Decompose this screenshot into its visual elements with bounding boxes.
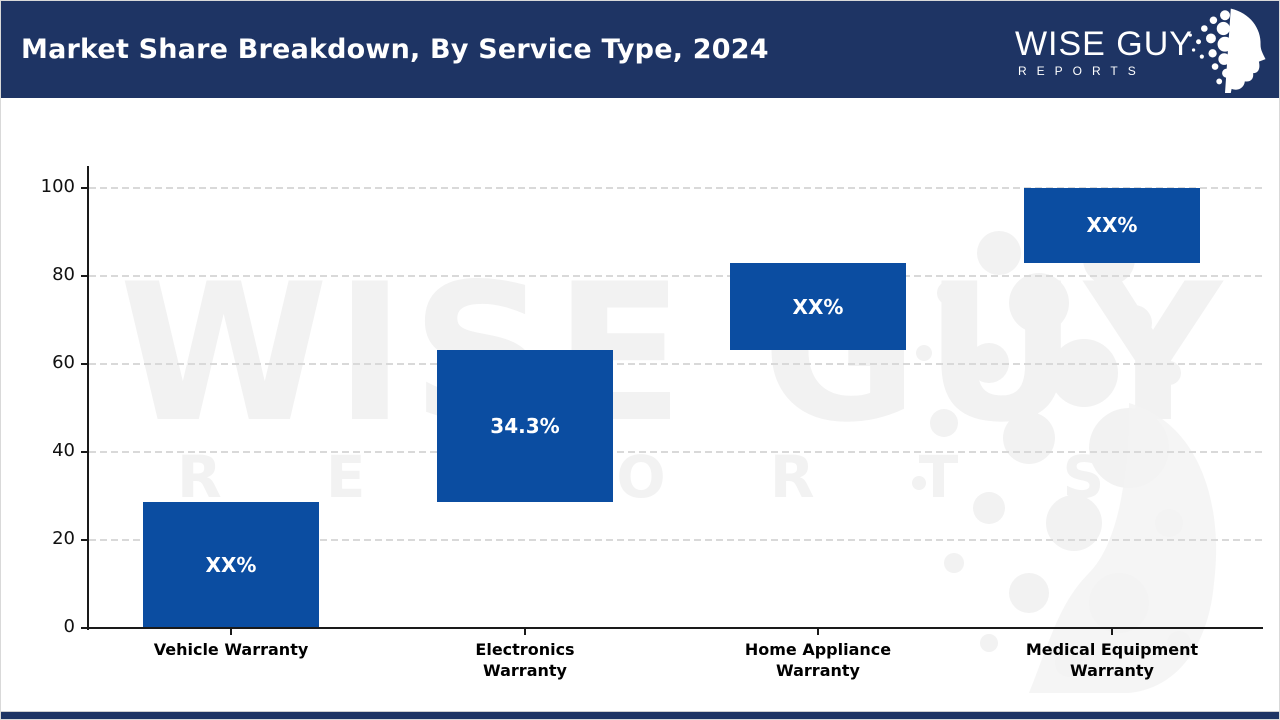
wiseguy-logo: WISE GUY REPORTS — [1014, 8, 1267, 93]
bar-value-label: XX% — [205, 552, 257, 577]
x-axis-line — [87, 627, 1263, 629]
logo-subtext: REPORTS — [1017, 64, 1146, 79]
header-bar: Market Share Breakdown, By Service Type,… — [1, 1, 1279, 98]
y-tick-label: 60 — [52, 351, 75, 373]
x-tick-mark — [524, 628, 526, 635]
y-tick-mark — [81, 627, 88, 629]
y-tick-mark — [81, 274, 88, 277]
wiseguy-head-icon — [1188, 8, 1266, 93]
y-axis-line — [87, 166, 89, 630]
gridline-100 — [89, 186, 1263, 189]
y-tick-mark — [81, 450, 88, 453]
footer-hairline — [1, 711, 1279, 712]
bar-value-label: XX% — [792, 294, 844, 319]
y-tick-mark — [81, 538, 88, 541]
category-label: Home Appliance Warranty — [744, 640, 892, 680]
bar-value-label: 34.3% — [490, 414, 560, 439]
category-label: Vehicle Warranty — [153, 640, 309, 659]
y-tick-label: 20 — [52, 527, 75, 549]
bar-vehicle-warranty: XX% — [143, 501, 319, 628]
y-tick-mark — [81, 362, 88, 365]
logo-wordmark: WISE GUY — [1014, 24, 1193, 63]
gridline-80 — [89, 274, 1263, 277]
y-tick-label: 0 — [63, 616, 75, 637]
gridline-40 — [89, 450, 1263, 453]
bar-value-label: XX% — [1086, 213, 1138, 238]
gridline-20 — [89, 538, 1263, 541]
bar-electronics-warranty: 34.3% — [437, 350, 613, 502]
page-title: Market Share Breakdown, By Service Type,… — [21, 34, 769, 65]
y-tick-label: 100 — [40, 175, 75, 197]
x-tick-mark — [817, 628, 819, 635]
y-tick-label: 40 — [52, 439, 75, 461]
category-label: Electronics Warranty — [475, 640, 575, 680]
x-tick-mark — [1111, 628, 1113, 635]
category-label: Medical Equipment Warranty — [1025, 640, 1199, 680]
x-tick-mark — [230, 628, 232, 635]
gridline-60 — [89, 362, 1263, 365]
footer-bar — [1, 712, 1279, 719]
bar-home-appliance-warranty: XX% — [730, 262, 906, 351]
y-tick-mark — [81, 186, 88, 189]
y-tick-label: 80 — [52, 263, 75, 285]
bar-medical-equipment-warranty: XX% — [1024, 187, 1200, 263]
watermark-subtext: R E P O R T S — [177, 443, 1147, 511]
